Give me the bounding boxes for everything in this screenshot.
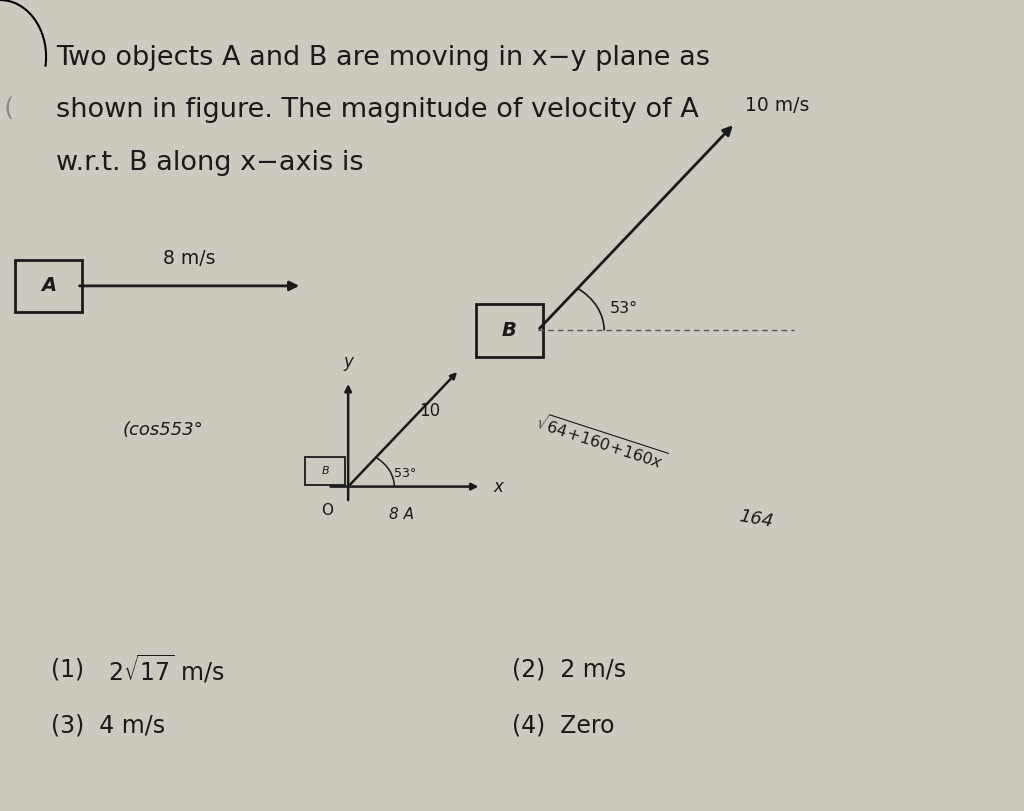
Text: x: x — [494, 478, 504, 496]
Text: 8 A: 8 A — [389, 507, 414, 521]
Text: $2\sqrt{17}$ m/s: $2\sqrt{17}$ m/s — [108, 653, 224, 685]
Text: 53°: 53° — [609, 301, 637, 316]
Text: A: A — [41, 277, 56, 295]
Text: y: y — [343, 354, 353, 371]
FancyBboxPatch shape — [476, 304, 543, 357]
Text: 10: 10 — [419, 402, 440, 420]
Text: (3)  4 m/s: (3) 4 m/s — [51, 714, 165, 738]
Text: (4)  Zero: (4) Zero — [512, 714, 614, 738]
FancyBboxPatch shape — [15, 260, 82, 312]
Text: (cos553°: (cos553° — [123, 421, 204, 439]
FancyBboxPatch shape — [305, 457, 345, 485]
Text: (2)  2 m/s: (2) 2 m/s — [512, 657, 626, 681]
Text: O: O — [321, 503, 333, 517]
Text: w.r.t. B along x−axis is: w.r.t. B along x−axis is — [56, 150, 364, 176]
Text: B: B — [502, 321, 517, 340]
Text: 164: 164 — [737, 507, 774, 531]
Text: $\sqrt{64\!+\!160\!+\!160x}$: $\sqrt{64\!+\!160\!+\!160x}$ — [532, 410, 668, 474]
Text: Two objects A and B are moving in x−y plane as: Two objects A and B are moving in x−y pl… — [56, 45, 711, 71]
Text: shown in figure. The magnitude of velocity of A: shown in figure. The magnitude of veloci… — [56, 97, 699, 123]
Text: B: B — [322, 466, 329, 476]
Text: 10 m/s: 10 m/s — [745, 97, 809, 115]
Text: 53°: 53° — [394, 467, 417, 480]
Text: 8 m/s: 8 m/s — [163, 249, 216, 268]
Text: ): ) — [0, 93, 10, 118]
Text: (1): (1) — [51, 657, 99, 681]
